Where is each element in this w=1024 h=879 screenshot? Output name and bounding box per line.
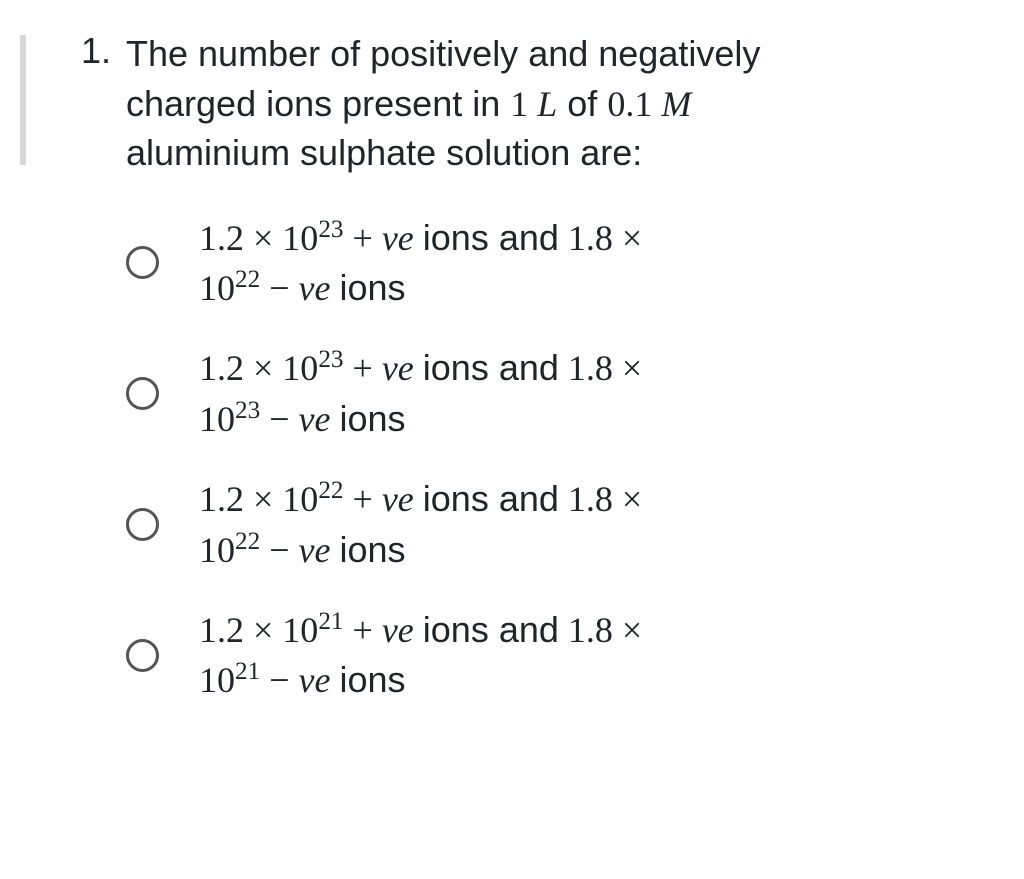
opt-c-coef1: 1.2 [199, 479, 244, 519]
opt-d-exp1: 21 [318, 608, 343, 635]
opt-b-sign2: − [269, 399, 289, 439]
question-number: 1. [66, 30, 111, 72]
radio-icon[interactable] [126, 508, 159, 541]
radio-icon[interactable] [126, 377, 159, 410]
opt-c-mid: ions and [423, 478, 559, 519]
options-list: 1.2 × 1023 + ve ions and 1.8 × 1022 − ve… [126, 213, 984, 706]
option-c-text: 1.2 × 1022 + ve ions and 1.8 × 1022 − ve… [199, 474, 642, 575]
q-val1: 1 [510, 84, 528, 124]
opt-a-tail: ions [339, 267, 405, 308]
opt-a-coef1: 1.2 [199, 218, 244, 258]
option-b-text: 1.2 × 1023 + ve ions and 1.8 × 1023 − ve… [199, 343, 642, 444]
opt-d-coef1: 1.2 [199, 610, 244, 650]
opt-c-sign2: − [269, 530, 289, 570]
q-unit1: L [537, 84, 557, 124]
option-d-text: 1.2 × 1021 + ve ions and 1.8 × 1021 − ve… [199, 605, 642, 706]
opt-d-mid: ions and [423, 609, 559, 650]
opt-b-tail: ions [339, 398, 405, 439]
option-b[interactable]: 1.2 × 1023 + ve ions and 1.8 × 1023 − ve… [126, 343, 984, 444]
opt-b-coef1: 1.2 [199, 348, 244, 388]
opt-b-exp1: 23 [318, 346, 343, 373]
option-a-text: 1.2 × 1023 + ve ions and 1.8 × 1022 − ve… [199, 213, 642, 314]
opt-c-exp1: 22 [318, 477, 343, 504]
content-area: 1. The number of positively and negative… [66, 30, 984, 736]
opt-d-exp2: 21 [235, 658, 260, 685]
opt-a-sign1: + [353, 218, 373, 258]
question-row: 1. The number of positively and negative… [66, 30, 984, 178]
opt-b-coef2: 1.8 [568, 348, 613, 388]
question-line1: The number of positively and negatively [126, 33, 760, 74]
opt-a-exp2: 22 [235, 266, 260, 293]
opt-c-sign1: + [353, 479, 373, 519]
radio-icon[interactable] [126, 246, 159, 279]
left-accent-bar [20, 35, 26, 165]
question-line2-mid: of [557, 83, 607, 124]
opt-c-exp2: 22 [235, 528, 260, 555]
question-container: 1. The number of positively and negative… [20, 30, 984, 736]
opt-b-exp2: 23 [235, 397, 260, 424]
radio-icon[interactable] [126, 639, 159, 672]
opt-c-tail: ions [339, 529, 405, 570]
opt-c-coef2: 1.8 [568, 479, 613, 519]
question-text: The number of positively and negatively … [126, 30, 760, 178]
question-line2-pre: charged ions present in [126, 83, 510, 124]
opt-b-mid: ions and [423, 347, 559, 388]
question-line3: aluminium sulphate solution are: [126, 132, 642, 173]
q-val2: 0.1 [607, 84, 652, 124]
option-d[interactable]: 1.2 × 1021 + ve ions and 1.8 × 1021 − ve… [126, 605, 984, 706]
opt-a-mid: ions and [423, 217, 559, 258]
opt-d-sign1: + [353, 610, 373, 650]
option-c[interactable]: 1.2 × 1022 + ve ions and 1.8 × 1022 − ve… [126, 474, 984, 575]
opt-d-sign2: − [269, 660, 289, 700]
opt-a-coef2: 1.8 [568, 218, 613, 258]
opt-a-sign2: − [269, 268, 289, 308]
opt-b-sign1: + [353, 348, 373, 388]
opt-a-exp1: 23 [318, 216, 343, 243]
opt-d-coef2: 1.8 [568, 610, 613, 650]
opt-d-tail: ions [339, 659, 405, 700]
q-unit2: M [661, 84, 691, 124]
option-a[interactable]: 1.2 × 1023 + ve ions and 1.8 × 1022 − ve… [126, 213, 984, 314]
